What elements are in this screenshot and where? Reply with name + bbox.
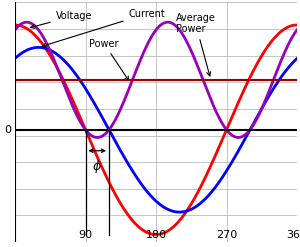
Text: 360: 360 (286, 230, 300, 240)
Text: Average
Power: Average Power (176, 13, 215, 76)
Text: 270: 270 (216, 230, 237, 240)
Text: Power: Power (89, 39, 129, 81)
Text: $\phi$: $\phi$ (92, 158, 102, 175)
Text: 90: 90 (78, 230, 93, 240)
Text: 0: 0 (4, 125, 11, 135)
Text: Current: Current (42, 9, 165, 47)
Text: 180: 180 (146, 230, 167, 240)
Text: Voltage: Voltage (31, 11, 92, 28)
